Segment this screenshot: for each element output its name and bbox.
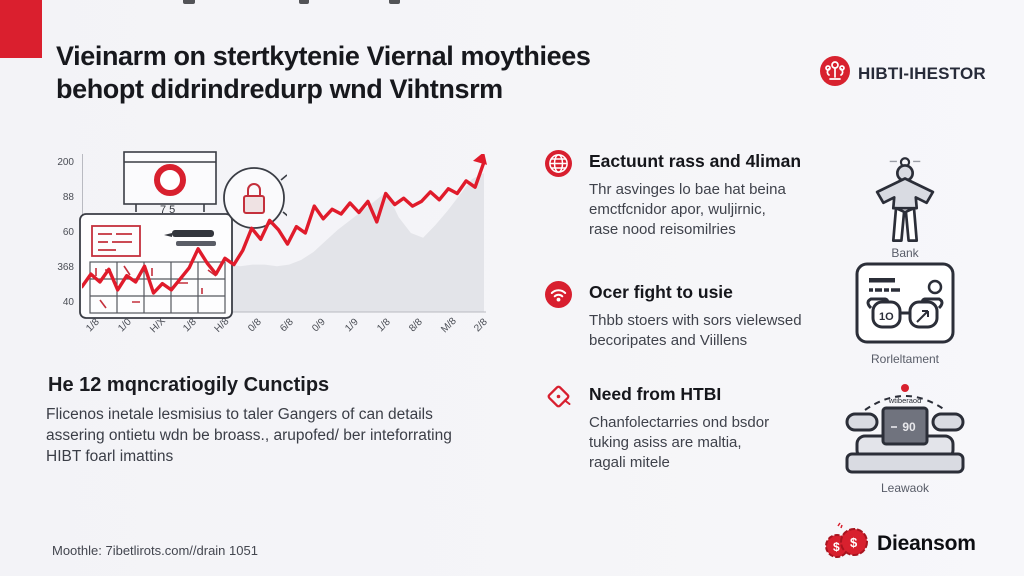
feature-body: Chanfolectarries ond bsdor tuking asiss … xyxy=(589,414,770,471)
chart-line-layer xyxy=(82,154,487,295)
top-logo-text: HIBTI-IHESTOR xyxy=(858,63,986,83)
sketch-illustration: 7 5 xyxy=(72,150,290,327)
feature-item: Ocer fight to usie Thbb stoers with sors… xyxy=(545,281,845,351)
chart-line-arrowhead xyxy=(473,154,487,165)
bottom-logo: $ $ Dieansom xyxy=(824,522,976,565)
y-tick-label: 368 xyxy=(57,262,74,273)
coin-symbol-right: $ xyxy=(850,535,858,550)
feature-heading: Ocer fight to usie xyxy=(589,282,733,302)
feature-heading: Eactuunt rass and 4liman xyxy=(589,151,802,171)
y-tick-label: 200 xyxy=(57,157,74,168)
chart-y-axis: 200 88 60 368 40 xyxy=(38,158,74,308)
y-tick-label: 40 xyxy=(62,297,74,308)
section-heading: He 12 mqncratiogily Cunctips xyxy=(48,374,330,396)
y-tick-label: 60 xyxy=(62,227,74,238)
feature-body: Thr asvinges lo bae hat beina emctfcnido… xyxy=(589,181,786,238)
sketch-lock-icon xyxy=(243,183,265,214)
feature-heading: Need from HTBI xyxy=(589,384,722,404)
sketch-stamp-icon xyxy=(91,225,141,257)
feature-item: Eactuunt rass and 4liman Thr asvinges lo… xyxy=(545,150,845,240)
vehicle-screen-text: 90 xyxy=(902,420,916,434)
footer-url[interactable]: Moothle: 7ibetlirots.com//drain 1051 xyxy=(52,543,258,558)
x-tick-label: 1/9 xyxy=(342,316,361,335)
line-chart: 200 88 60 368 40 1/8 1/0 H/X 1/8 H/8 0/8 6/8 0/9 1/9… xyxy=(38,148,498,362)
globe-icon xyxy=(545,150,572,177)
sketch-numbers: 7 5 xyxy=(160,204,175,216)
vehicle-icon: wtiberaod 90 xyxy=(843,380,967,485)
card-lens-text: 1O xyxy=(879,311,894,323)
card-reader-icon: 1O xyxy=(855,262,955,355)
y-tick-label: 88 xyxy=(62,192,74,203)
side-icon-label: Rorleltament xyxy=(870,352,940,366)
bottom-logo-text: Dieansom xyxy=(877,531,976,555)
x-tick-label: 8/8 xyxy=(407,316,426,335)
section-body: Flicenos inetale lesmisius to taler Gang… xyxy=(46,406,452,465)
sketch-pen-icon xyxy=(164,230,216,246)
top-logo: HIBTI-IHESTOR xyxy=(820,56,986,91)
feature-body: Thbb stoers with sors vielewsed becoripa… xyxy=(589,312,802,349)
x-tick-label: M/8 xyxy=(438,315,459,336)
vehicle-arc-text: wtiberaod xyxy=(888,396,922,405)
edge-mark xyxy=(183,0,195,4)
edge-mark xyxy=(299,0,309,4)
diamond-icon xyxy=(545,383,572,410)
coin-symbol-left: $ xyxy=(833,540,840,554)
wifi-icon xyxy=(545,281,572,308)
x-tick-label: 0/9 xyxy=(310,316,329,335)
x-tick-label: 1/8 xyxy=(375,316,393,335)
x-tick-label: 2/8 xyxy=(472,316,490,335)
garment-icon xyxy=(862,156,948,251)
side-icon-label: Bank xyxy=(891,246,919,260)
scale-logo-icon xyxy=(820,56,850,91)
coins-logo-icon: $ $ xyxy=(824,522,870,565)
sketch-lens-icon xyxy=(154,164,186,196)
page-title: Vieinarm on stertkytenie Viernal moythie… xyxy=(56,41,591,104)
chart-line xyxy=(82,160,486,295)
side-icon-label: Leawaok xyxy=(880,481,930,495)
accent-square xyxy=(0,0,42,58)
edge-mark xyxy=(389,0,400,4)
feature-item: Need from HTBI Chanfolectarries ond bsdo… xyxy=(545,383,845,473)
